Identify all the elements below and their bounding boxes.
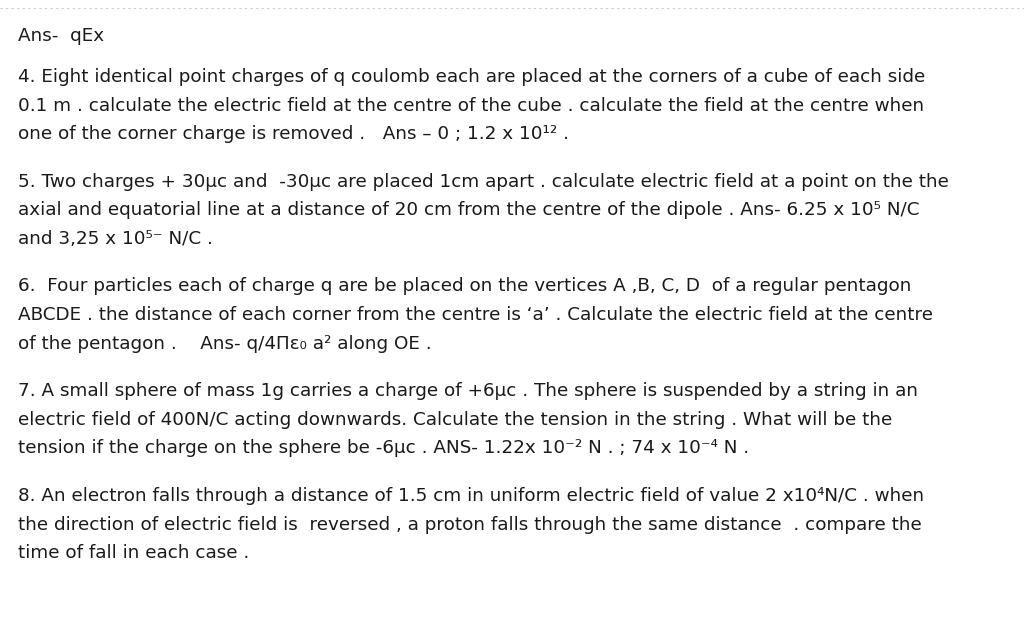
Text: axial and equatorial line at a distance of 20 cm from the centre of the dipole .: axial and equatorial line at a distance …	[18, 201, 920, 219]
Text: electric field of 400N/C acting downwards. Calculate the tension in the string .: electric field of 400N/C acting downward…	[18, 411, 893, 429]
Text: and 3,25 x 10⁵⁻ N/C .: and 3,25 x 10⁵⁻ N/C .	[18, 230, 213, 248]
Text: 4. Eight identical point charges of q coulomb each are placed at the corners of : 4. Eight identical point charges of q co…	[18, 68, 926, 86]
Text: 7. A small sphere of mass 1g carries a charge of +6μc . The sphere is suspended : 7. A small sphere of mass 1g carries a c…	[18, 382, 919, 400]
Text: the direction of electric field is  reversed , a proton falls through the same d: the direction of electric field is rever…	[18, 516, 923, 533]
Text: of the pentagon .    Ans- q/4Πε₀ a² along OE .: of the pentagon . Ans- q/4Πε₀ a² along O…	[18, 335, 432, 352]
Text: 5. Two charges + 30μc and  -30μc are placed 1cm apart . calculate electric field: 5. Two charges + 30μc and -30μc are plac…	[18, 173, 949, 190]
Text: time of fall in each case .: time of fall in each case .	[18, 544, 250, 562]
Text: 6.  Four particles each of charge q are be placed on the vertices A ,B, C, D  of: 6. Four particles each of charge q are b…	[18, 277, 911, 295]
Text: 8. An electron falls through a distance of 1.5 cm in uniform electric field of v: 8. An electron falls through a distance …	[18, 487, 925, 505]
Text: 0.1 m . calculate the electric field at the centre of the cube . calculate the f: 0.1 m . calculate the electric field at …	[18, 97, 925, 114]
Text: Ans-  qEx: Ans- qEx	[18, 27, 104, 44]
Text: ABCDE . the distance of each corner from the centre is ‘a’ . Calculate the elect: ABCDE . the distance of each corner from…	[18, 306, 934, 324]
Text: tension if the charge on the sphere be -6μc . ANS- 1.22x 10⁻² N . ; 74 x 10⁻⁴ N : tension if the charge on the sphere be -…	[18, 439, 750, 457]
Text: one of the corner charge is removed .   Ans – 0 ; 1.2 x 10¹² .: one of the corner charge is removed . An…	[18, 125, 569, 143]
